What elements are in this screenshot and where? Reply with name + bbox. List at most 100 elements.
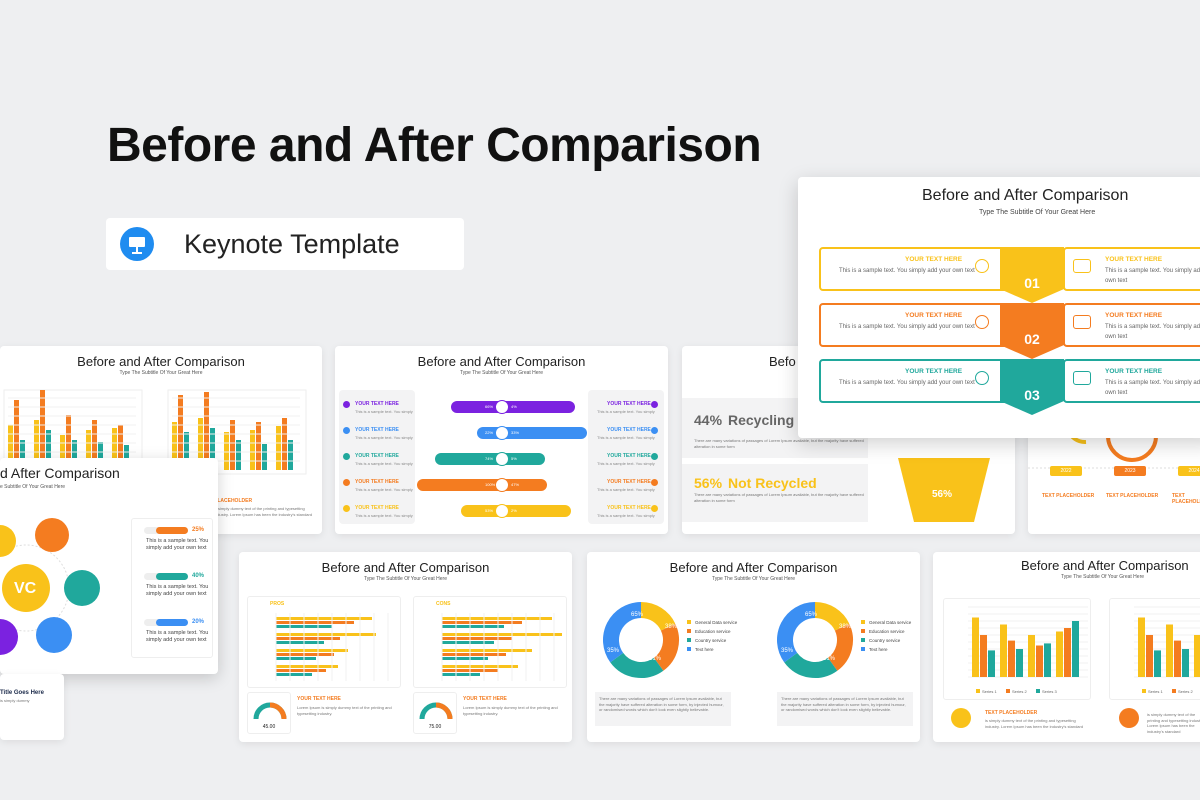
svg-text:General Data service: General Data service <box>869 620 912 625</box>
right-pct: 5% <box>511 456 517 461</box>
sample-text: This is a sample text. You simply <box>355 513 413 518</box>
center-icon <box>495 504 509 518</box>
right-box <box>1063 359 1200 403</box>
recycling-label: Recycling <box>728 412 795 428</box>
svg-text:Country service: Country service <box>695 638 727 643</box>
idea-hand-icon <box>1073 315 1091 329</box>
slide-title: Before and After Comparison <box>77 354 245 369</box>
check-icon <box>343 427 350 434</box>
left-bar <box>461 505 501 517</box>
year-badge: 2024 <box>1178 466 1200 476</box>
your-text-heading: YOUR TEXT HERE <box>297 696 341 702</box>
rocket-icon <box>951 708 971 728</box>
bar-text: This is a sample text. You simply add yo… <box>146 584 209 598</box>
slide-subtitle: Type The Subtitle Of Your Great Here <box>1061 574 1145 580</box>
left-pct: 74% <box>485 456 494 461</box>
sample-text: This is a sample text. You simply <box>597 409 655 414</box>
sample-text: This is a sample text. You simply add yo… <box>1105 324 1200 340</box>
cons-card: CONS <box>413 596 567 688</box>
right-box <box>1063 247 1200 291</box>
slide-grouped-thumb[interactable]: Before and After Comparison Type The Sub… <box>933 552 1200 742</box>
your-text-heading: YOUR TEXT HERE <box>355 479 399 485</box>
right-bar <box>501 453 545 465</box>
svg-text:General Data service: General Data service <box>695 620 738 625</box>
slide-subtitle: Type The Subtitle Of Your Great Here <box>459 370 543 376</box>
donut-desc-box: There are many variations of passages of… <box>777 692 913 726</box>
your-text-heading: YOUR TEXT HERE <box>607 505 651 511</box>
cycle-center-label: VC <box>14 580 37 597</box>
slide-pillars-thumb[interactable]: Before and After Comparison Type The Sub… <box>335 346 668 534</box>
hero-title: Before and After Comparison <box>107 119 762 172</box>
sample-text: This is a sample text. You simply add yo… <box>839 268 975 274</box>
your-text-heading: YOUR TEXT HERE <box>1105 368 1163 375</box>
center-icon <box>495 400 509 414</box>
left-bar <box>451 401 501 413</box>
gauge-text-block: YOUR TEXT HERE Lorem Ipsum is simply dum… <box>297 696 397 716</box>
svg-text:35%: 35% <box>607 648 620 654</box>
cup-pct: 56% <box>932 489 953 500</box>
slide-proscons-thumb[interactable]: Before and After Comparison Type The Sub… <box>239 552 572 742</box>
svg-text:Education service: Education service <box>869 629 905 634</box>
featured-slide[interactable]: Before and After Comparison Type The Sub… <box>798 177 1200 438</box>
your-text-heading: YOUR TEXT HERE <box>355 453 399 459</box>
gauge-card: 45.00 <box>247 692 291 734</box>
your-text-heading: YOUR TEXT HERE <box>607 479 651 485</box>
bar-pct: 20% <box>192 619 205 625</box>
right-bar <box>501 427 587 439</box>
pros-card: PROS <box>247 596 401 688</box>
sample-text: This is a sample text. You simply <box>355 435 413 440</box>
right-bar <box>501 479 547 491</box>
slide-title: Before and After Comparison <box>1021 558 1189 573</box>
your-text-heading: YOUR TEXT HERE <box>463 696 507 702</box>
bar-pct: 25% <box>192 527 205 533</box>
year-badge: 2023 <box>1114 466 1146 476</box>
pros-label: PROS <box>270 601 285 607</box>
donut-desc-box: There are many variations of passages of… <box>595 692 731 726</box>
gauge-text: Lorem Ipsum is simply dummy text of the … <box>463 705 558 716</box>
your-text-heading: YOUR TEXT HERE <box>355 505 399 511</box>
bar-fill <box>156 527 188 534</box>
sample-text: This is a sample text. You simply <box>355 487 413 492</box>
bottom-text: is simply dummy <box>0 698 30 703</box>
keynote-icon <box>120 227 154 261</box>
gauge-text-block: YOUR TEXT HERE Lorem Ipsum is simply dum… <box>463 696 563 716</box>
left-pct: 22% <box>485 430 494 435</box>
left-bar <box>435 453 501 465</box>
svg-text:Text here: Text here <box>695 647 714 652</box>
svg-text:Education service: Education service <box>695 629 731 634</box>
right-bar <box>501 505 571 517</box>
svg-text:31%: 31% <box>823 656 836 662</box>
check-icon <box>343 401 350 408</box>
slide-donut-thumb[interactable]: Before and After Comparison Type The Sub… <box>587 552 920 742</box>
placeholder-text: is simply dummy text of the printing and… <box>985 718 1084 729</box>
year-badge: 2022 <box>1050 466 1082 476</box>
circle-icon <box>651 453 658 460</box>
slide-subtitle: Type The Subtitle Of Your Great Here <box>711 576 795 582</box>
center-icon <box>495 478 509 492</box>
megaphone-icon <box>1073 259 1091 273</box>
sample-text: This is a sample text. You simply <box>355 409 413 414</box>
bar-pct: 40% <box>192 573 205 579</box>
cons-label: CONS <box>436 601 451 607</box>
sample-text: This is a sample text. You simply add yo… <box>839 380 975 386</box>
sample-text: This is a sample text. You simply <box>355 461 413 466</box>
sample-text: This is a sample text. You simply <box>597 435 655 440</box>
gear-badge-icon <box>975 315 989 329</box>
bar-chart-graphic <box>3 389 307 475</box>
slide-subtitle-fragment: e Subtitle Of Your Great Here <box>0 484 66 490</box>
slide-title-fragment: d After Comparison <box>0 465 120 481</box>
step-number: 01 <box>1024 275 1040 291</box>
slide-cycle-thumb[interactable]: d After Comparison e Subtitle Of Your Gr… <box>0 458 218 674</box>
svg-text:Series 2: Series 2 <box>1178 689 1193 694</box>
sample-text: This is a sample text. You simply add yo… <box>1105 268 1200 284</box>
svg-text:31%: 31% <box>649 656 662 662</box>
recycling-desc: There are many variations of passages of… <box>694 438 864 449</box>
timeline-placeholder: TEXT PLACEHOLDER <box>1042 493 1095 499</box>
timeline-placeholder: TEXT PLACEHOLDER <box>1172 493 1200 505</box>
center-icon <box>495 426 509 440</box>
title-goes-here: Title Goes Here <box>0 690 44 696</box>
your-text-heading: YOUR TEXT HERE <box>607 453 651 459</box>
svg-text:Series 2: Series 2 <box>1012 689 1027 694</box>
